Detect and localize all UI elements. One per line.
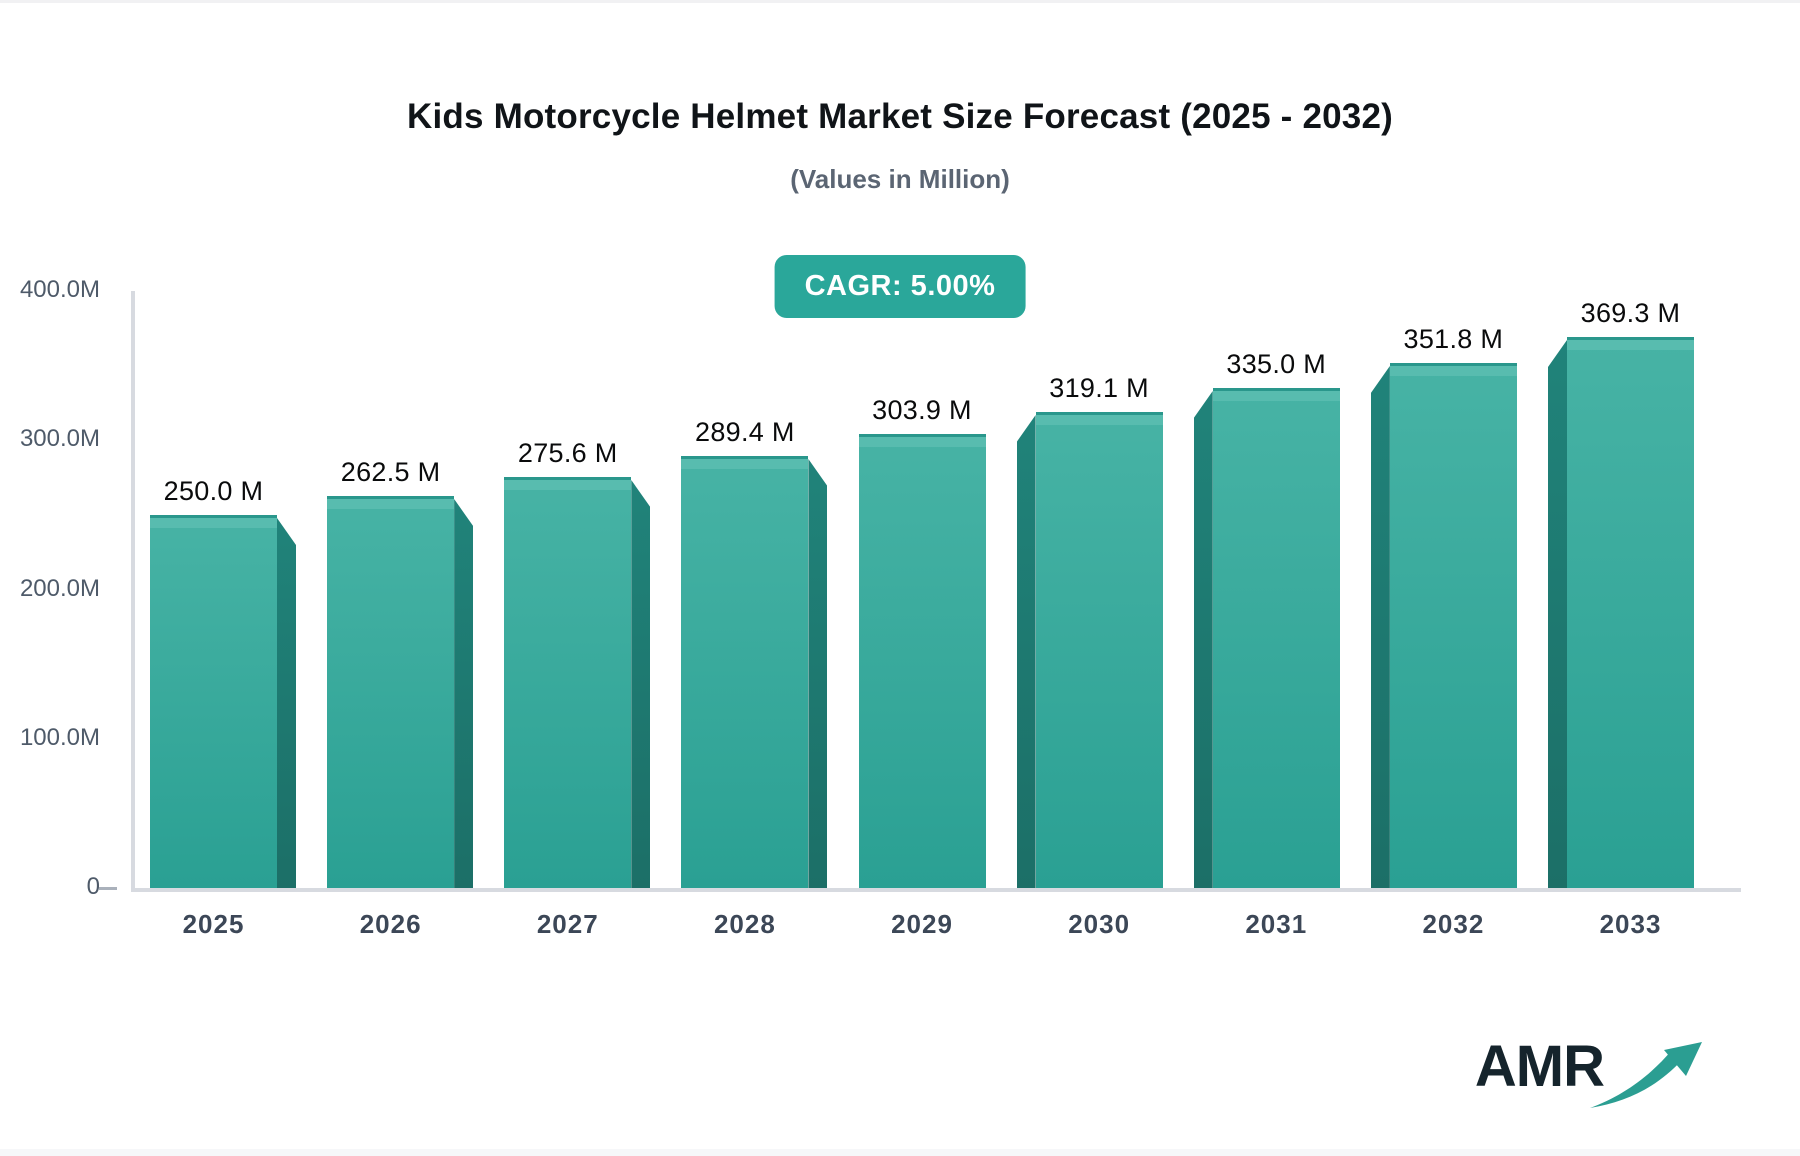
x-tick-label: 2030 [1068,909,1131,939]
cagr-badge: CAGR: 5.00% [774,255,1026,318]
x-tick-label: 2028 [713,909,776,939]
bar-group-2027: 275.6 M 2027 [504,291,651,939]
bar: 262.5 M [327,457,474,888]
bar-side-face [1370,366,1390,888]
bar-group-2030: 319.1 M 2030 [1016,291,1163,939]
trend-arrow-icon [1590,1042,1702,1108]
bar-group-2029: 303.9 M 2029 [858,291,986,939]
logo-text: AMR [1474,1034,1605,1099]
bar-group-2026: 262.5 M 2026 [327,291,474,939]
bar-value-label: 369.3 M [1580,298,1681,328]
page-subtitle: (Values in Million) [790,164,1010,194]
bar: 250.0 M [150,476,296,888]
bar-side-face [454,499,474,888]
x-tick-label: 2032 [1422,909,1485,939]
x-tick-label: 2029 [891,909,953,939]
bar-value-label: 275.6 M [517,438,618,468]
bar: 275.6 M [504,438,651,888]
bar-side-face [1193,391,1213,888]
x-tick-label: 2033 [1599,909,1662,939]
bar-side-face [808,459,828,888]
bar: 335.0 M [1193,349,1340,888]
x-tick-label: 2027 [536,909,599,939]
zero-tick-dash [99,887,117,890]
y-tick-label: 100.0M [19,723,100,751]
bar-group-2028: 289.4 M 2028 [681,291,828,939]
bar-value-label: 351.8 M [1403,324,1504,354]
bar-value-label: 319.1 M [1049,373,1149,403]
y-tick-label: 300.0M [19,425,100,453]
bar-group-2025: 250.0 M 2025 [150,291,296,939]
bar: 319.1 M [1016,373,1163,888]
bar-value-label: 250.0 M [163,476,264,506]
bar-side-face [1016,415,1036,888]
y-tick-label: 0 [86,873,100,900]
bar-side-face [1548,340,1567,888]
bar-group-2033: 369.3 M 2033 [1548,291,1694,939]
bottom-strip [0,1149,1800,1156]
bar-value-label: 289.4 M [695,417,795,447]
page-title: Kids Motorcycle Helmet Market Size Forec… [407,97,1393,136]
x-tick-label: 2025 [182,909,245,939]
bar-value-label: 303.9 M [872,395,972,425]
y-tick-label: 200.0M [19,574,100,602]
bar-group-2031: 335.0 M 2031 [1193,291,1340,939]
bars-area: 250.0 M 2025 262.5 M 2026 275.6 M 2027 289.4 M… [150,291,1694,939]
bar-side-face [631,480,651,888]
y-axis-line [131,291,135,892]
x-tick-label: 2031 [1245,909,1308,939]
bar-value-label: 262.5 M [340,457,441,487]
x-axis-line [131,888,1741,892]
bar: 289.4 M [681,417,828,888]
bar-chart: 400.0M 300.0M 200.0M 100.0M 0 250.0 M 2025 262… [0,276,1800,991]
bar: 369.3 M [1548,298,1694,888]
x-tick-label: 2026 [359,909,422,939]
bar-group-2032: 351.8 M 2032 [1370,291,1517,939]
bar-side-face [277,518,296,888]
bar-value-label: 335.0 M [1226,349,1327,379]
bar: 303.9 M [858,395,986,888]
y-tick-label: 400.0M [19,276,100,303]
brand-logo: AMR [1475,1038,1708,1116]
bar: 351.8 M [1370,324,1517,888]
